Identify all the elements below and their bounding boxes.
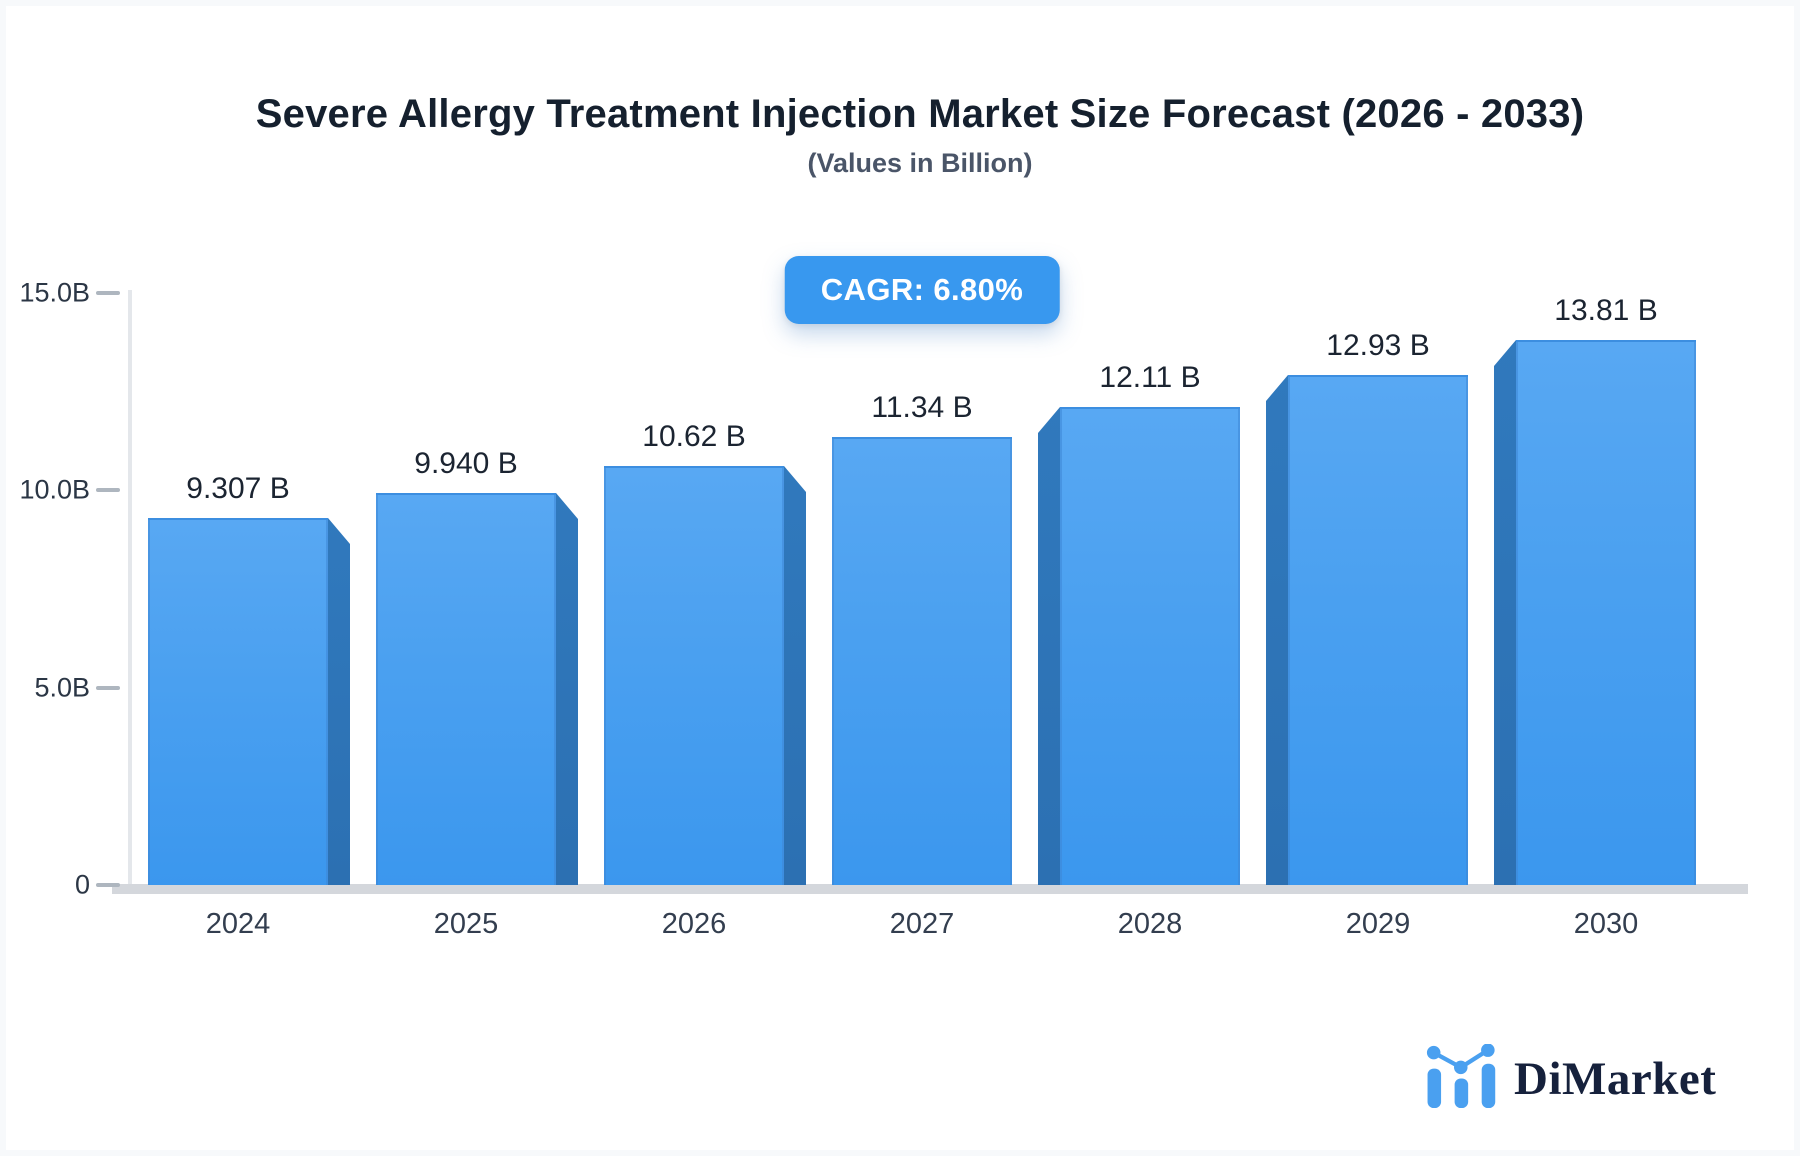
y-tick-label: 15.0B — [19, 277, 90, 308]
bar-face — [376, 493, 556, 885]
x-axis-label: 2024 — [205, 908, 271, 940]
bar-value-label: 10.62 B — [642, 420, 746, 453]
bar-face — [1288, 375, 1468, 885]
bar-face — [1060, 407, 1240, 885]
bar-2029[interactable] — [1266, 375, 1468, 885]
bar-3d-side — [1266, 375, 1288, 885]
bar-value-label: 12.93 B — [1326, 329, 1430, 362]
y-tick-label: 10.0B — [19, 474, 90, 505]
bar-line-chart-icon — [1424, 1043, 1500, 1113]
brand-logo: DiMarket — [1424, 1043, 1717, 1113]
chart-title: Severe Allergy Treatment Injection Marke… — [255, 92, 1585, 136]
bar-value-label: 12.11 B — [1099, 361, 1201, 394]
bar-3d-side — [784, 466, 806, 885]
y-tick-mark — [96, 883, 120, 887]
x-axis-label: 2030 — [1573, 908, 1639, 940]
bar-2024[interactable] — [148, 518, 350, 885]
brand-wordmark: DiMarket — [1514, 1052, 1717, 1105]
x-axis-label: 2029 — [1345, 908, 1411, 940]
x-axis-label: 2025 — [433, 908, 499, 940]
x-axis-label: 2027 — [889, 908, 955, 940]
x-axis-baseline — [112, 884, 1748, 894]
bar-value-label: 9.940 B — [414, 447, 518, 480]
bar-2030[interactable] — [1494, 340, 1696, 885]
bar-2028[interactable] — [1038, 407, 1240, 885]
bar-3d-side — [556, 493, 578, 885]
bar-3d-side — [328, 518, 350, 885]
x-axis-label: 2026 — [661, 908, 727, 940]
bar-face — [604, 466, 784, 885]
bar-face — [148, 518, 328, 885]
bar-2025[interactable] — [376, 493, 578, 885]
bar-face — [832, 437, 1012, 885]
y-tick-label: 0 — [74, 869, 90, 900]
bar-value-label: 9.307 B — [186, 472, 290, 505]
bar-3d-side — [1494, 340, 1516, 885]
y-axis-line — [128, 290, 132, 892]
bar-value-label: 13.81 B — [1554, 294, 1658, 327]
y-tick-label: 5.0B — [34, 672, 90, 703]
y-tick-mark — [96, 291, 120, 295]
y-tick-mark — [96, 685, 120, 690]
x-axis-label: 2028 — [1117, 908, 1183, 940]
bar-2026[interactable] — [604, 466, 806, 885]
cagr-badge: CAGR: 6.80% — [784, 256, 1060, 324]
bar-value-label: 11.34 B — [871, 391, 973, 424]
chart-subtitle: (Values in Billion) — [807, 148, 1033, 178]
bar-face — [1516, 340, 1696, 885]
bar-2027[interactable] — [832, 437, 1012, 885]
bar-3d-side — [1038, 407, 1060, 885]
y-tick-mark — [96, 488, 120, 493]
